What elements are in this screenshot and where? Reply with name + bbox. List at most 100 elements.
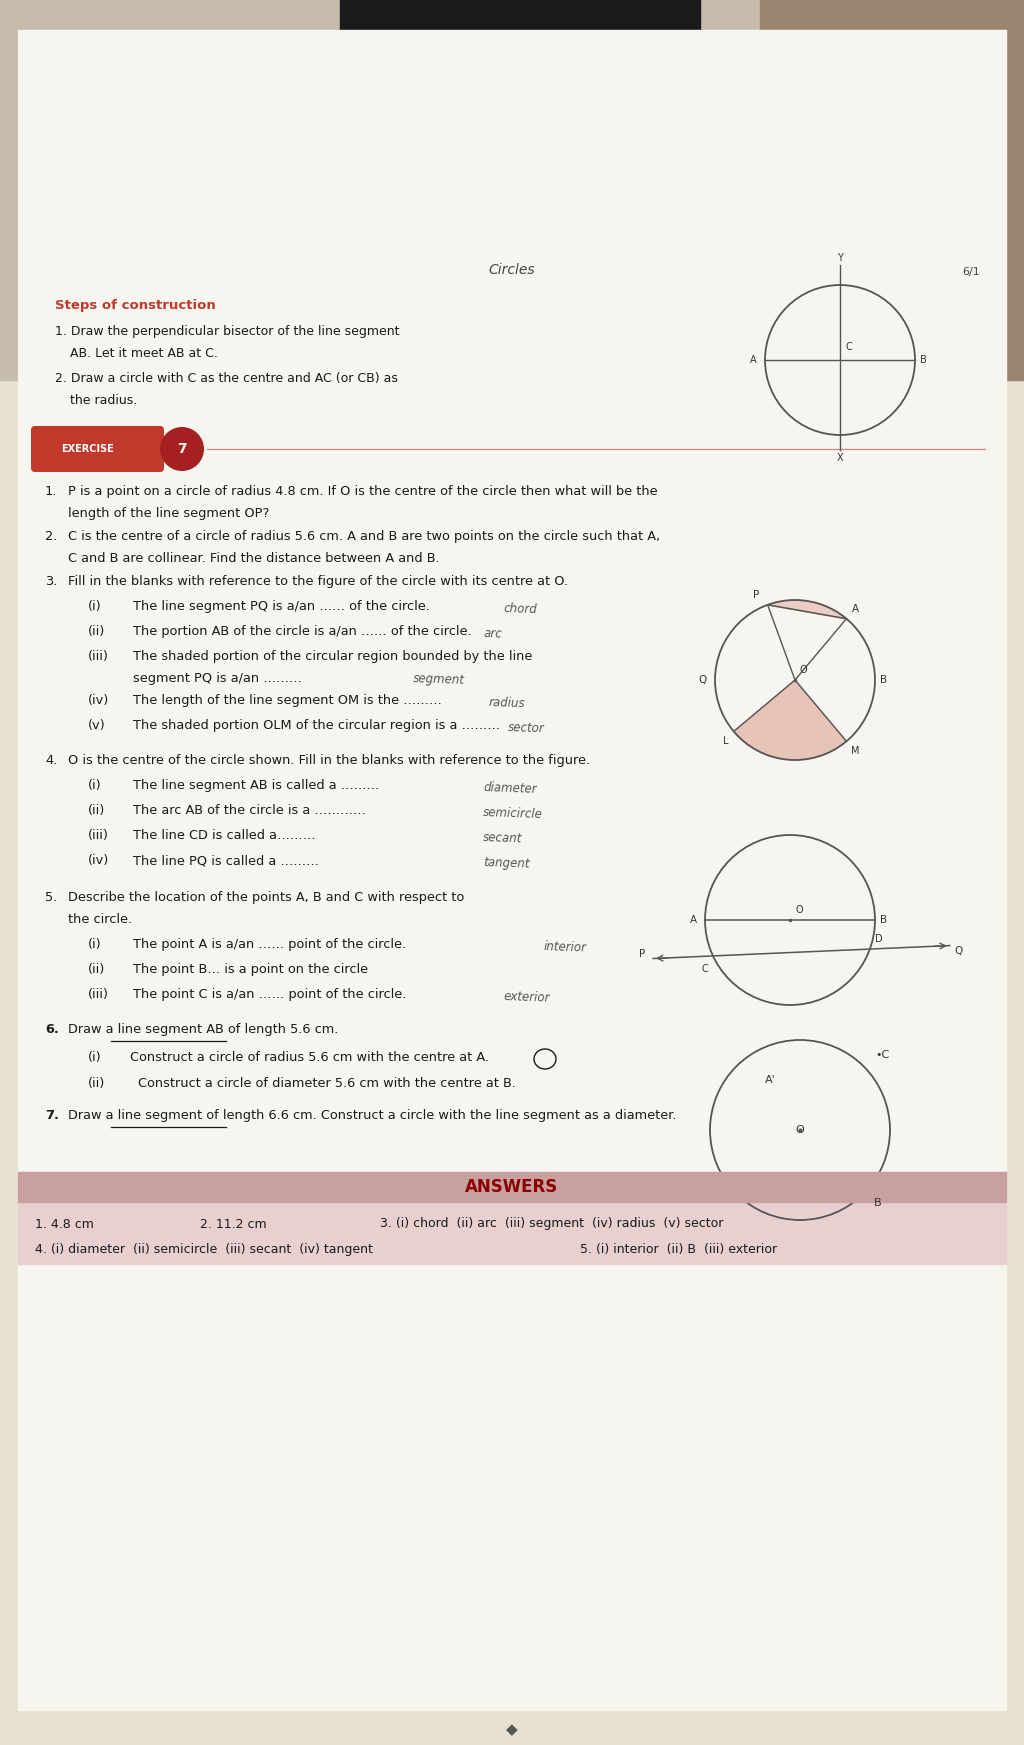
Text: (ii): (ii) (88, 804, 105, 817)
Text: M: M (851, 747, 860, 756)
Text: (iii): (iii) (88, 988, 109, 1002)
Text: 2.: 2. (45, 530, 57, 543)
Text: A: A (751, 354, 757, 365)
Text: B: B (880, 914, 887, 925)
Text: The line segment PQ is a/an …… of the circle.: The line segment PQ is a/an …… of the ci… (133, 600, 430, 612)
Text: EXERCISE: EXERCISE (60, 443, 114, 454)
Text: diameter: diameter (483, 782, 537, 796)
Text: P: P (639, 949, 645, 958)
Text: A: A (851, 604, 858, 614)
Text: segment: segment (413, 672, 465, 688)
Text: The line CD is called a………: The line CD is called a……… (133, 829, 315, 843)
Text: A: A (690, 914, 697, 925)
Text: 3. (i) chord  (ii) arc  (iii) segment  (iv) radius  (v) sector: 3. (i) chord (ii) arc (iii) segment (iv)… (380, 1218, 723, 1230)
Text: P is a point on a circle of radius 4.8 cm. If O is the centre of the circle then: P is a point on a circle of radius 4.8 c… (68, 485, 657, 497)
Text: segment PQ is a/an ………: segment PQ is a/an ……… (133, 672, 302, 686)
Text: (iii): (iii) (88, 829, 109, 843)
Text: The shaded portion of the circular region bounded by the line: The shaded portion of the circular regio… (133, 649, 532, 663)
Circle shape (160, 428, 204, 471)
Text: Fill in the blanks with reference to the figure of the circle with its centre at: Fill in the blanks with reference to the… (68, 576, 568, 588)
Text: X: X (837, 454, 844, 462)
Text: The length of the line segment OM is the ………: The length of the line segment OM is the… (133, 695, 442, 707)
Text: (i): (i) (88, 1050, 101, 1064)
Text: (iii): (iii) (88, 649, 109, 663)
Text: AB. Let it meet AB at C.: AB. Let it meet AB at C. (70, 347, 218, 359)
Text: (ii): (ii) (88, 1077, 105, 1091)
Text: The line segment AB is called a ………: The line segment AB is called a ……… (133, 778, 379, 792)
Text: O: O (800, 665, 808, 675)
FancyBboxPatch shape (31, 426, 164, 471)
Text: 6.: 6. (45, 1023, 58, 1037)
Text: The point B… is a point on the circle: The point B… is a point on the circle (133, 963, 368, 975)
Text: (i): (i) (88, 778, 101, 792)
Text: The shaded portion OLM of the circular region is a ………: The shaded portion OLM of the circular r… (133, 719, 500, 731)
Text: The point A is a/an …… point of the circle.: The point A is a/an …… point of the circ… (133, 939, 407, 951)
Text: 1. 4.8 cm: 1. 4.8 cm (35, 1218, 94, 1230)
Text: 2. Draw a circle with C as the centre and AC (or CB) as: 2. Draw a circle with C as the centre an… (55, 372, 398, 386)
Text: (ii): (ii) (88, 963, 105, 975)
Bar (18, 1173, 1006, 1202)
Bar (18, 1202, 1006, 1263)
Text: Q: Q (954, 946, 963, 956)
Bar (0, 0, 1024, 380)
Bar (760, 0, 1024, 380)
Text: C: C (701, 963, 708, 974)
Text: Circles: Circles (488, 263, 536, 277)
Text: O: O (795, 906, 803, 914)
Text: P: P (754, 590, 760, 600)
Text: 7: 7 (177, 441, 186, 455)
Text: 5.: 5. (45, 892, 57, 904)
Text: Describe the location of the points A, B and C with respect to: Describe the location of the points A, B… (68, 892, 464, 904)
Text: the circle.: the circle. (68, 913, 132, 927)
Text: interior: interior (543, 941, 587, 955)
Text: •C: •C (874, 1050, 889, 1059)
Text: 4. (i) diameter  (ii) semicircle  (iii) secant  (iv) tangent: 4. (i) diameter (ii) semicircle (iii) se… (35, 1242, 373, 1255)
Text: O is the centre of the circle shown. Fill in the blanks with reference to the fi: O is the centre of the circle shown. Fil… (68, 754, 590, 768)
Text: (v): (v) (88, 719, 105, 731)
Text: ANSWERS: ANSWERS (465, 1178, 559, 1195)
Text: chord: chord (503, 602, 537, 616)
Text: the radius.: the radius. (70, 394, 137, 407)
Text: 5. (i) interior  (ii) B  (iii) exterior: 5. (i) interior (ii) B (iii) exterior (580, 1242, 777, 1255)
Text: exterior: exterior (503, 989, 550, 1005)
Text: 1.: 1. (45, 485, 57, 497)
Text: C is the centre of a circle of radius 5.6 cm. A and B are two points on the circ: C is the centre of a circle of radius 5.… (68, 530, 660, 543)
Text: (ii): (ii) (88, 625, 105, 639)
Text: radius: radius (488, 696, 525, 710)
Text: Q: Q (698, 675, 707, 686)
Text: C and B are collinear. Find the distance between A and B.: C and B are collinear. Find the distance… (68, 551, 439, 565)
Text: secant: secant (483, 831, 522, 845)
Text: O: O (796, 1126, 805, 1134)
Text: (i): (i) (88, 600, 101, 612)
Text: Construct a circle of diameter 5.6 cm with the centre at B.: Construct a circle of diameter 5.6 cm wi… (138, 1077, 516, 1091)
Text: C: C (845, 342, 852, 352)
Polygon shape (734, 681, 847, 761)
Text: The arc AB of the circle is a …………: The arc AB of the circle is a ………… (133, 804, 366, 817)
Text: 6/1: 6/1 (963, 267, 980, 277)
Text: L: L (723, 736, 729, 747)
Text: B: B (873, 1197, 882, 1208)
Text: arc: arc (483, 626, 502, 640)
Text: Steps of construction: Steps of construction (55, 298, 216, 312)
Bar (340, 0, 700, 265)
Text: Y: Y (837, 253, 843, 263)
Text: (iv): (iv) (88, 695, 110, 707)
Text: D: D (874, 934, 883, 944)
Polygon shape (768, 600, 847, 619)
Text: 7.: 7. (45, 1110, 59, 1122)
Text: Draw a line segment AB of length 5.6 cm.: Draw a line segment AB of length 5.6 cm. (68, 1023, 338, 1037)
Text: 3.: 3. (45, 576, 57, 588)
Text: (i): (i) (88, 939, 101, 951)
Text: Draw a line segment of length 6.6 cm. Construct a circle with the line segment a: Draw a line segment of length 6.6 cm. Co… (68, 1110, 677, 1122)
Text: The portion AB of the circle is a/an …… of the circle.: The portion AB of the circle is a/an …… … (133, 625, 472, 639)
Text: 1. Draw the perpendicular bisector of the line segment: 1. Draw the perpendicular bisector of th… (55, 325, 399, 339)
Text: length of the line segment OP?: length of the line segment OP? (68, 508, 269, 520)
Text: 2. 11.2 cm: 2. 11.2 cm (200, 1218, 266, 1230)
Text: tangent: tangent (483, 857, 529, 871)
Text: ◆: ◆ (506, 1722, 518, 1738)
Text: (iv): (iv) (88, 853, 110, 867)
Text: B: B (880, 675, 887, 686)
Text: The point C is a/an …… point of the circle.: The point C is a/an …… point of the circ… (133, 988, 407, 1002)
Text: The line PQ is called a ………: The line PQ is called a ……… (133, 853, 319, 867)
Text: Construct a circle of radius 5.6 cm with the centre at A.: Construct a circle of radius 5.6 cm with… (130, 1050, 489, 1064)
